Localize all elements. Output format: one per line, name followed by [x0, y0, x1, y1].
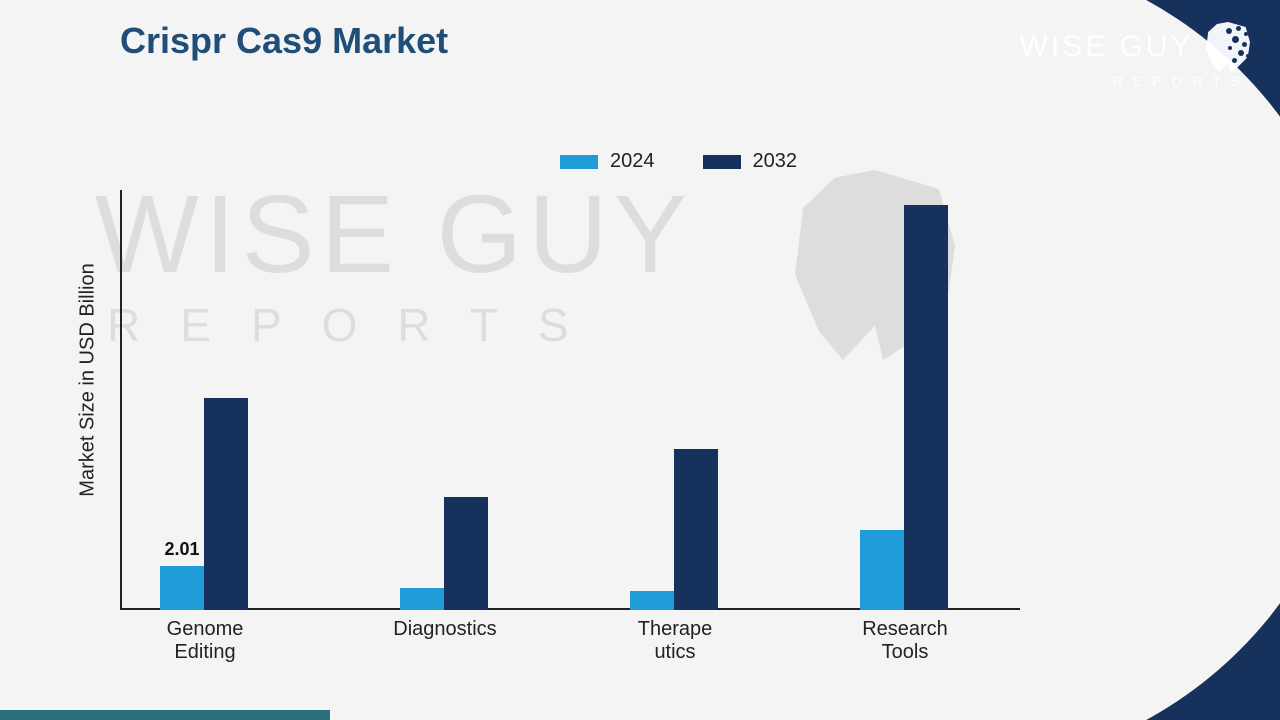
- bar-value-label: 2.01: [164, 539, 199, 560]
- plot-area: 2.01GenomeEditingDiagnosticsTherapeutics…: [120, 190, 1020, 610]
- legend-item-2024: 2024: [560, 150, 655, 173]
- bar-2024: [400, 588, 444, 610]
- bar-2032: [674, 449, 718, 610]
- bar-2024: [860, 530, 904, 610]
- brand-sub-text: REPORTS: [1020, 74, 1250, 88]
- legend: 2024 2032: [560, 150, 797, 173]
- chart-title: Crispr Cas9 Market: [120, 20, 448, 62]
- brand-main-text: WISE GUY: [1020, 32, 1194, 62]
- brand-head-icon: [1206, 22, 1250, 72]
- legend-item-2032: 2032: [703, 150, 798, 173]
- chart-stage: WISE GUY REPORTS Crispr Cas9 Market WISE…: [0, 0, 1280, 720]
- bar-2024: [630, 591, 674, 610]
- category-label: Therapeutics: [595, 618, 755, 664]
- category-label: GenomeEditing: [125, 618, 285, 664]
- bar-2024: [160, 566, 204, 610]
- brand-dots-icon: [1224, 26, 1252, 68]
- bar-2032: [444, 497, 488, 610]
- category-label: Diagnostics: [365, 618, 525, 641]
- bar-2032: [904, 205, 948, 610]
- y-axis-line: [120, 190, 122, 610]
- category-label: ResearchTools: [825, 618, 985, 664]
- y-axis-label: Market Size in USD Billion: [77, 263, 100, 496]
- bar-2032: [204, 398, 248, 610]
- legend-swatch-2024: [560, 155, 598, 169]
- legend-swatch-2032: [703, 155, 741, 169]
- legend-label-2024: 2024: [610, 150, 655, 173]
- bottom-strip: [0, 710, 330, 720]
- legend-label-2032: 2032: [753, 150, 798, 173]
- brand-logo: WISE GUY REPORTS: [1020, 22, 1250, 88]
